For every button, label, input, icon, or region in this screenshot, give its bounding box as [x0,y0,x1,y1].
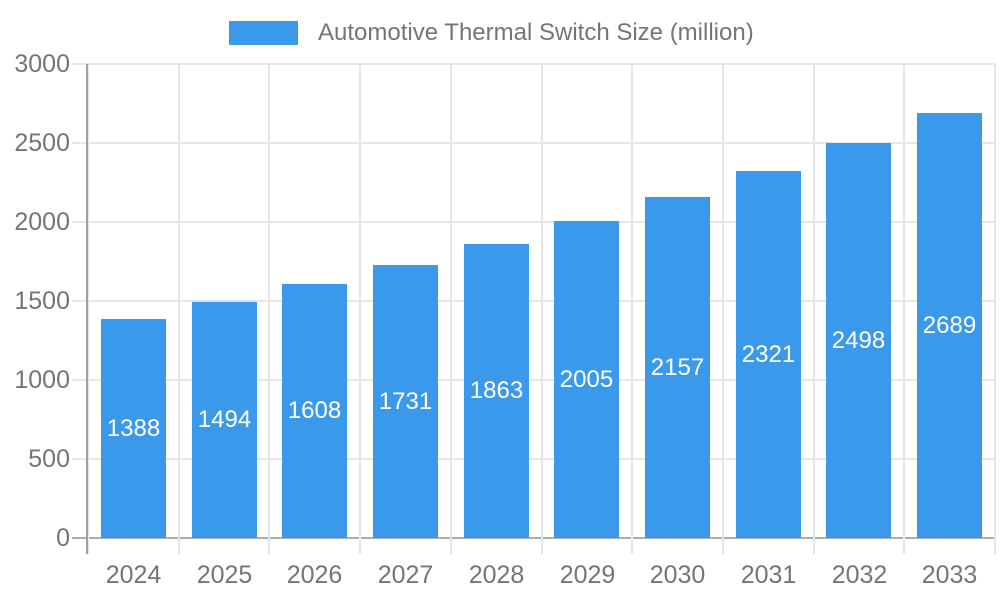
x-axis-tick-label: 2025 [196,561,253,589]
gridline-horizontal [72,221,995,223]
y-axis-tick-label: 1500 [14,287,70,315]
gridline-horizontal [72,63,995,65]
bar[interactable] [917,113,982,538]
legend-label: Automotive Thermal Switch Size (million) [318,19,754,46]
x-axis-tick-label: 2027 [377,561,434,589]
gridline-vertical [994,64,996,554]
x-axis-tick-label: 2029 [559,561,616,589]
x-axis-tick-label: 2031 [740,561,797,589]
gridline-horizontal [72,458,995,460]
gridline-vertical [87,64,89,554]
gridline-vertical [178,64,180,554]
x-axis-baseline [72,537,995,539]
y-axis-tick-label: 0 [56,524,70,552]
legend-item[interactable]: Automotive Thermal Switch Size (million) [229,20,754,45]
legend-color-swatch-icon [229,20,298,45]
gridline-vertical [903,64,905,554]
x-axis-tick-label: 2026 [286,561,343,589]
bar[interactable] [373,265,438,538]
bar[interactable] [554,221,619,538]
y-axis-tick-label: 3000 [14,50,70,78]
gridline-vertical [268,64,270,554]
bar[interactable] [101,319,166,538]
x-axis-tick-label: 2032 [831,561,888,589]
x-axis-tick-label: 2024 [105,561,162,589]
gridline-vertical [631,64,633,554]
gridline-vertical [450,64,452,554]
x-axis-tick-label: 2033 [921,561,978,589]
bar[interactable] [736,171,801,538]
x-axis-tick-label: 2030 [649,561,706,589]
x-axis-tick-label: 2028 [468,561,525,589]
gridline-horizontal [72,379,995,381]
bar[interactable] [282,284,347,538]
gridline-horizontal [72,300,995,302]
y-axis-tick-label: 500 [28,445,70,473]
y-axis-tick-label: 2000 [14,208,70,236]
gridline-vertical [813,64,815,554]
y-axis-tick-label: 1000 [14,366,70,394]
bar[interactable] [645,197,710,538]
y-axis-line [86,64,88,554]
gridline-horizontal [72,142,995,144]
bar[interactable] [464,244,529,538]
gridline-vertical [722,64,724,554]
bar[interactable] [192,302,257,538]
gridline-vertical [541,64,543,554]
y-axis-tick-label: 2500 [14,129,70,157]
bar[interactable] [826,143,891,538]
gridline-vertical [359,64,361,554]
